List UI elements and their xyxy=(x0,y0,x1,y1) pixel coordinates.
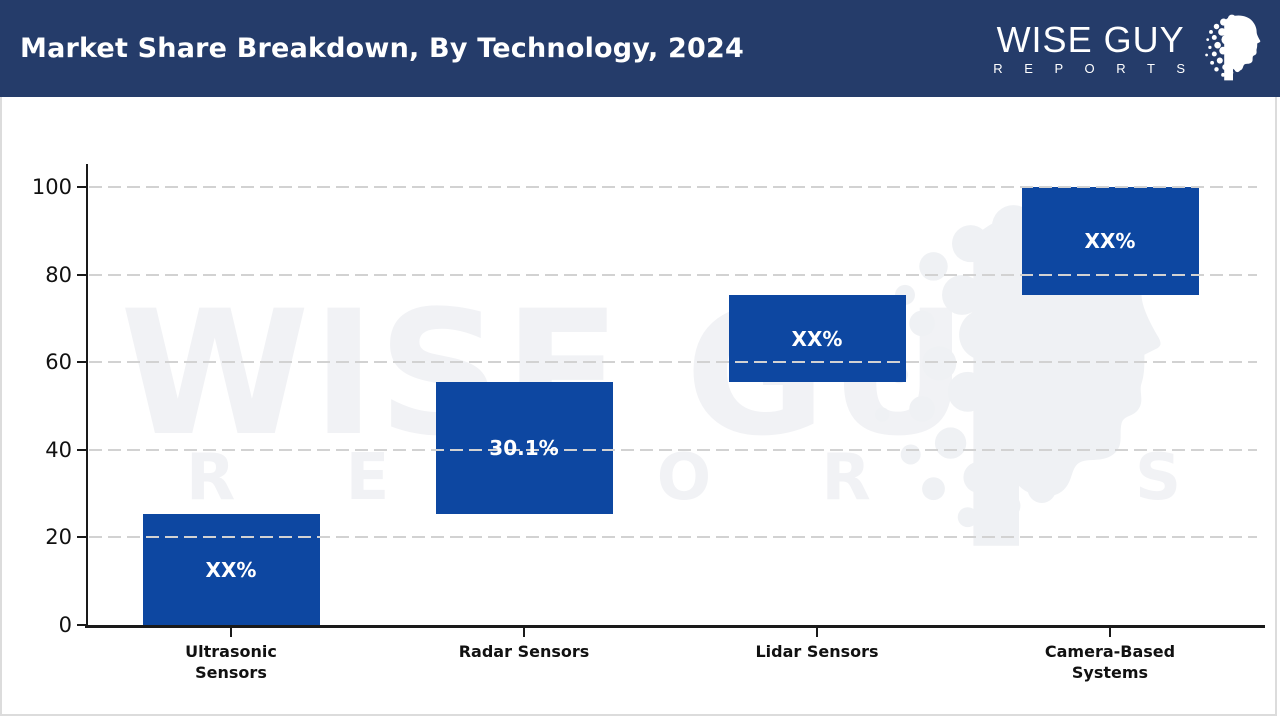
gridline-60 xyxy=(89,361,1257,363)
y-axis-tick-label: 0 xyxy=(58,613,72,637)
y-axis-tick-label: 60 xyxy=(45,350,72,374)
page-title: Market Share Breakdown, By Technology, 2… xyxy=(20,33,745,64)
x-axis-tick xyxy=(523,628,525,637)
gridline-40 xyxy=(89,449,1257,451)
x-axis-category-label: Radar Sensors xyxy=(458,642,590,661)
bar-radar-sensors xyxy=(435,382,613,515)
gridline-100 xyxy=(89,186,1257,188)
bar-camera-based-systems xyxy=(1021,187,1199,295)
x-axis-category-label: Lidar Sensors xyxy=(755,642,879,661)
x-axis-category-label: Camera-Based Systems xyxy=(1044,642,1176,682)
y-axis-tick-label: 100 xyxy=(31,175,72,199)
bar-value-label: XX% xyxy=(791,326,843,351)
gridline-80 xyxy=(89,274,1257,276)
y-axis-tick xyxy=(77,449,86,451)
x-axis-category-label: Ultrasonic Sensors xyxy=(185,642,277,682)
x-axis-tick xyxy=(816,628,818,637)
bar-value-label: XX% xyxy=(205,557,257,582)
logo-head-icon xyxy=(1205,14,1261,80)
y-axis-line xyxy=(86,164,88,628)
y-axis-tick xyxy=(77,361,86,363)
wiseguy-logo: WISE GUY R E P O R T S xyxy=(987,10,1266,88)
bar-lidar-sensors xyxy=(728,294,906,383)
x-axis-tick xyxy=(230,628,232,637)
bar-value-label: 30.1% xyxy=(489,436,559,461)
y-axis-tick-label: 40 xyxy=(45,438,72,462)
logo-text: WISE GUY R E P O R T S xyxy=(987,19,1194,76)
bar-ultrasonic-sensors xyxy=(142,514,320,625)
gridline-20 xyxy=(89,536,1257,538)
y-axis-tick xyxy=(77,536,86,538)
x-axis-tick xyxy=(1109,628,1111,637)
y-axis-tick xyxy=(77,624,86,626)
logo-wordmark: WISE GUY xyxy=(996,19,1185,60)
y-axis-tick xyxy=(77,274,86,276)
y-axis-tick-label: 80 xyxy=(45,263,72,287)
y-axis-tick xyxy=(77,186,86,188)
logo-reports-text: R E P O R T S xyxy=(993,61,1194,76)
header-bar: Market Share Breakdown, By Technology, 2… xyxy=(0,0,1280,97)
y-axis-tick-label: 20 xyxy=(45,525,72,549)
bar-value-label: XX% xyxy=(1084,228,1136,253)
x-axis-line xyxy=(85,625,1265,628)
